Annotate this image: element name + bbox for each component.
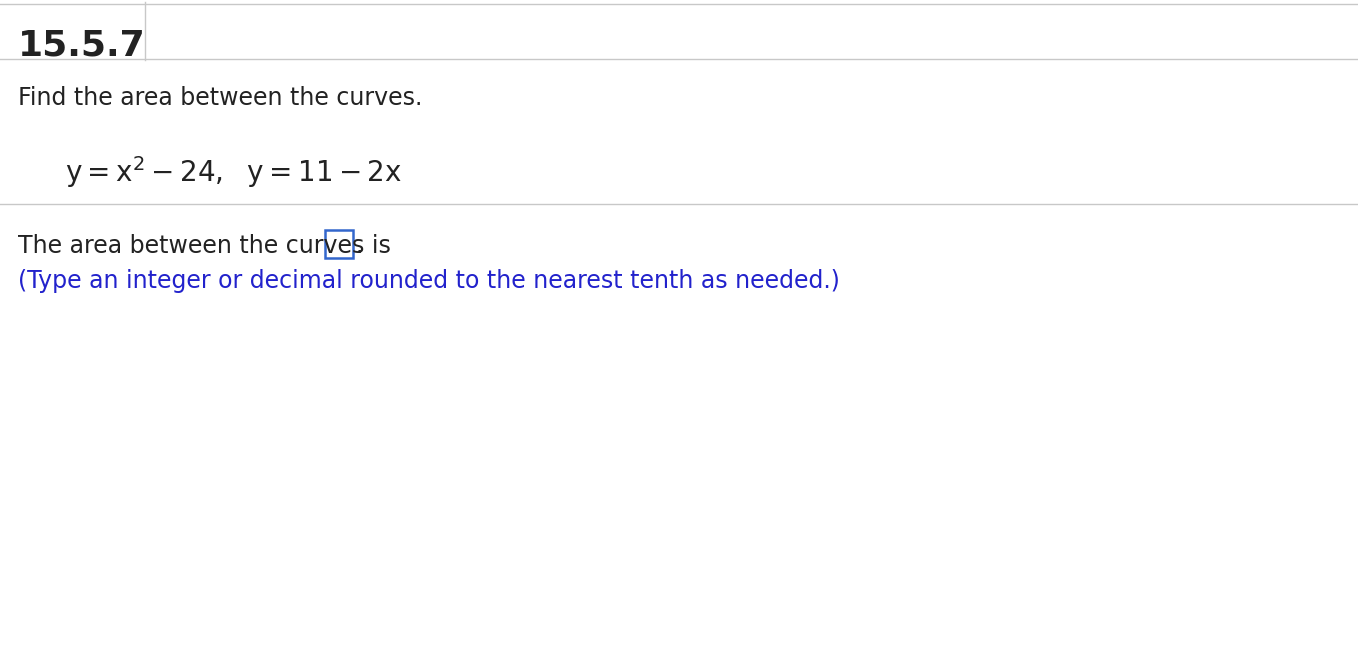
Bar <box>325 230 353 258</box>
Text: The area between the curves is: The area between the curves is <box>18 234 391 258</box>
Text: (Type an integer or decimal rounded to the nearest tenth as needed.): (Type an integer or decimal rounded to t… <box>18 269 839 293</box>
Text: $\mathregular{y = x^2 - 24,\ \ y = 11 - 2x}$: $\mathregular{y = x^2 - 24,\ \ y = 11 - … <box>65 154 402 190</box>
Text: Find the area between the curves.: Find the area between the curves. <box>18 86 422 110</box>
Text: 15.5.7: 15.5.7 <box>18 29 145 63</box>
Text: .: . <box>354 234 363 258</box>
